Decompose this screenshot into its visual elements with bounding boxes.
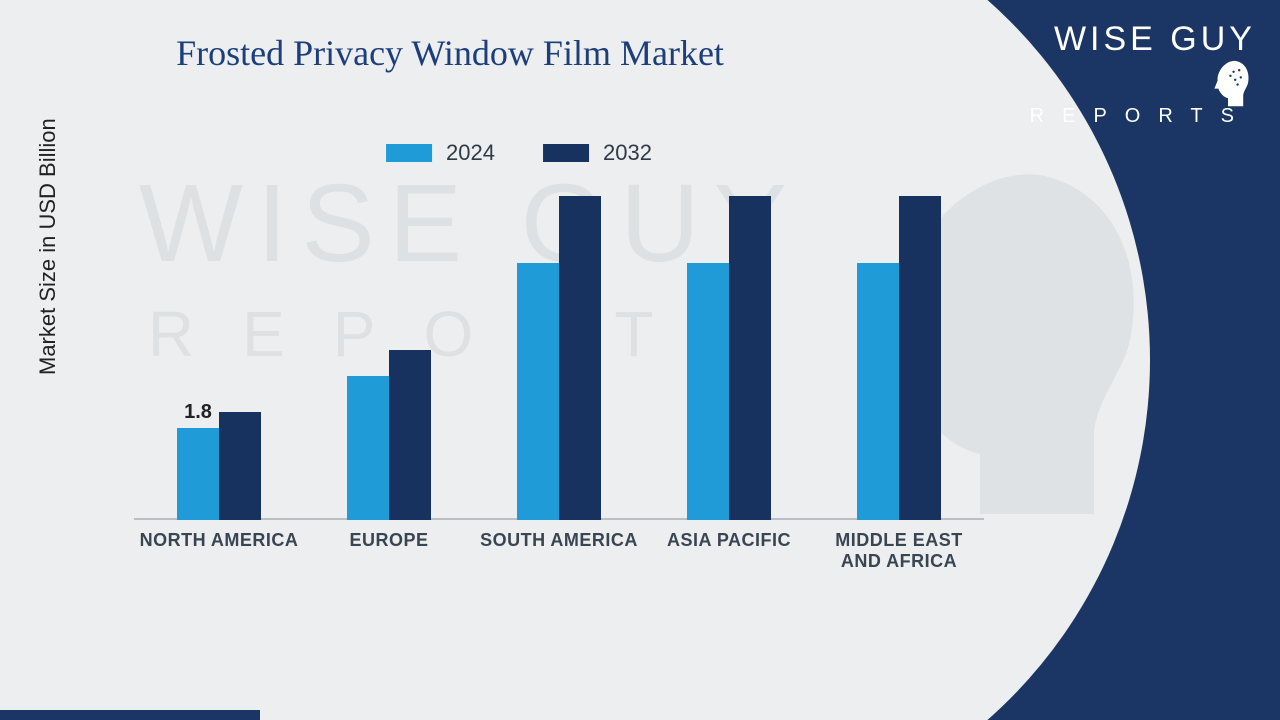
bar-2024 <box>687 263 729 520</box>
legend-label: 2024 <box>446 140 495 166</box>
bar-group: MIDDLE EAST AND AFRICA <box>824 186 974 520</box>
bar-2024 <box>347 376 389 520</box>
category-label: ASIA PACIFIC <box>649 530 809 551</box>
bar-2024 <box>857 263 899 520</box>
legend-swatch <box>386 144 432 162</box>
bar-2032 <box>899 196 941 520</box>
legend-item: 2032 <box>543 140 652 166</box>
brand-head-icon <box>1208 59 1256 107</box>
chart-area: Market Size in USD Billion 2024 2032 1.8… <box>54 140 984 610</box>
bar-group: 1.8NORTH AMERICA <box>144 186 294 520</box>
brand-logo: WISE GUY REPORTS <box>996 20 1256 128</box>
bottom-stripe <box>0 710 260 720</box>
brand-line2: REPORTS <box>996 105 1256 128</box>
bar-2032 <box>389 350 431 520</box>
bar-group: SOUTH AMERICA <box>484 186 634 520</box>
category-label: EUROPE <box>309 530 469 551</box>
legend-swatch <box>543 144 589 162</box>
bar-pair <box>347 186 431 520</box>
chart-canvas: WISE GUY REPORTS WISE GUY REPORTS Froste… <box>0 0 1280 720</box>
bar-pair <box>857 186 941 520</box>
bar-value-label: 1.8 <box>184 401 212 424</box>
bar-2024 <box>517 263 559 520</box>
category-label: SOUTH AMERICA <box>479 530 639 551</box>
bar-2024 <box>177 428 219 520</box>
bar-2032 <box>729 196 771 520</box>
brand-line1: WISE GUY <box>1054 20 1256 58</box>
category-label: MIDDLE EAST AND AFRICA <box>819 530 979 571</box>
bar-pair <box>687 186 771 520</box>
plot-area: 1.8NORTH AMERICAEUROPESOUTH AMERICAASIA … <box>134 186 984 610</box>
bar-pair <box>517 186 601 520</box>
legend: 2024 2032 <box>386 140 652 166</box>
y-axis-label: Market Size in USD Billion <box>35 118 61 375</box>
bar-group: EUROPE <box>314 186 464 520</box>
bar-2032 <box>559 196 601 520</box>
bar-group: ASIA PACIFIC <box>654 186 804 520</box>
legend-item: 2024 <box>386 140 495 166</box>
legend-label: 2032 <box>603 140 652 166</box>
bar-groups: 1.8NORTH AMERICAEUROPESOUTH AMERICAASIA … <box>134 186 984 520</box>
bar-2032 <box>219 412 261 520</box>
bar-pair: 1.8 <box>177 186 261 520</box>
chart-title: Frosted Privacy Window Film Market <box>0 32 900 74</box>
category-label: NORTH AMERICA <box>139 530 299 551</box>
